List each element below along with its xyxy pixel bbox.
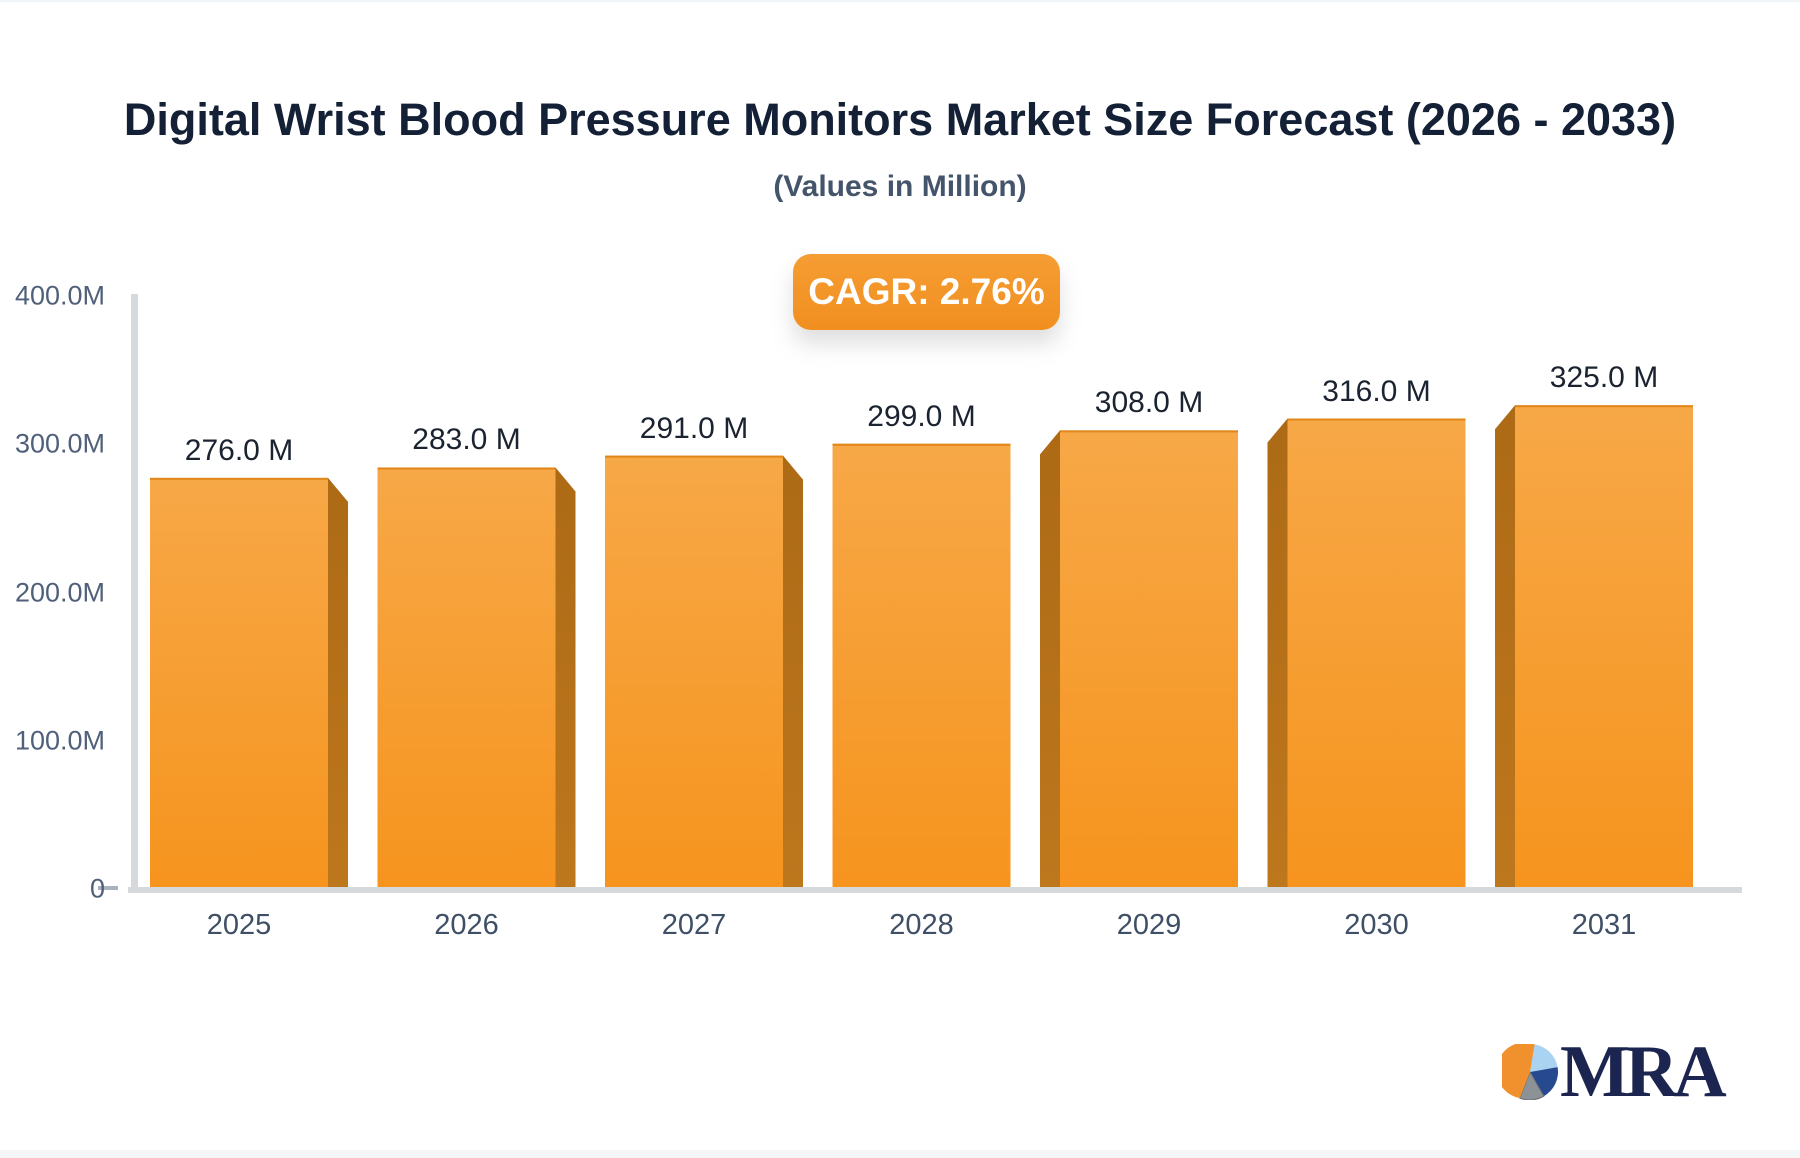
x-axis-label: 2025 [206,909,272,941]
x-axis-line [128,887,1742,893]
bar-front-face [832,443,1011,887]
bar-front-face [150,477,328,887]
cagr-badge: CAGR: 2.76% [793,254,1060,330]
bar-side-face [328,477,348,887]
x-axis-label: 2030 [1344,909,1409,941]
x-axis-label: 2027 [661,909,727,941]
bar-front-face [605,455,783,887]
bar-side-face [1495,405,1515,887]
bar-2027 [605,455,803,887]
bar-front-face [1287,418,1466,887]
x-axis-label: 2029 [1116,909,1182,941]
bar-2026 [377,467,576,887]
bar-value-label: 299.0 M [867,399,976,433]
bar-2030 [1267,418,1466,887]
x-axis-label: 2028 [889,909,954,941]
x-axis-label: 2026 [434,909,499,941]
y-axis-label: 0 [89,873,105,904]
chart-title: Digital Wrist Blood Pressure Monitors Ma… [123,94,1677,145]
bar-2025 [150,477,348,887]
bar-side-face [555,467,576,887]
bar-side-face [783,455,803,887]
bars-group [150,405,1693,887]
y-axis-label: 100.0M [14,725,105,756]
bar-value-label: 276.0 M [184,433,294,467]
bar-value-label: 308.0 M [1094,386,1204,420]
chart-subtitle: (Values in Million) [773,170,1027,203]
axes-group [98,294,1742,893]
bar-front-face [1060,430,1238,887]
bar-2029 [1040,430,1238,887]
bar-front-face [377,467,556,887]
bar-value-label: 316.0 M [1322,374,1431,408]
x-axis-label: 2031 [1571,909,1637,941]
bar-value-label: 325.0 M [1549,361,1659,395]
bar-side-face [1040,430,1060,887]
cagr-badge-label: CAGR: 2.76% [808,271,1045,312]
bottom-border-strip [0,1150,1800,1158]
y-axis-label: 400.0M [14,280,105,311]
logo-wordmark: MRA [1560,1031,1727,1113]
bar-side-face [1267,418,1288,887]
bar-2028 [832,443,1011,887]
zero-tick-mark [98,886,118,890]
y-axis-label: 200.0M [14,577,105,607]
logo-pie-icon [1502,1044,1558,1100]
bar-value-label: 283.0 M [412,423,521,457]
y-axis-label: 300.0M [14,428,105,459]
bar-2031 [1495,405,1693,887]
bar-front-face [1515,405,1693,887]
bar-value-label: 291.0 M [639,411,749,445]
mra-logo: MRA [1502,1031,1727,1113]
y-axis-line [131,294,138,892]
